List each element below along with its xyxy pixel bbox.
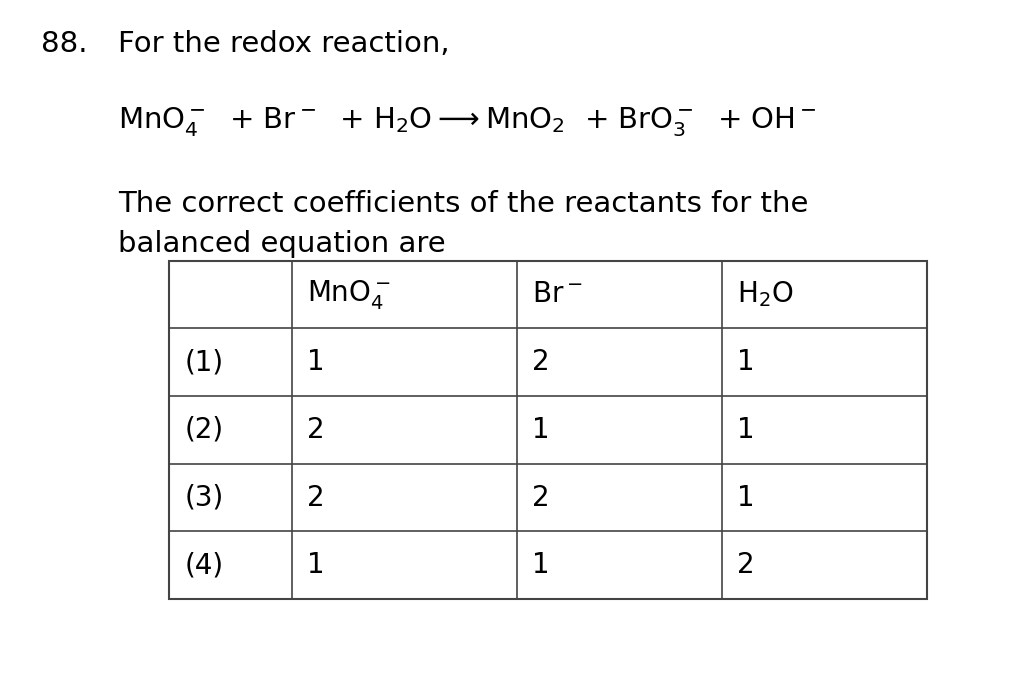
Text: 2: 2 (532, 348, 550, 376)
Text: H$_2$O: H$_2$O (737, 280, 794, 309)
Text: (2): (2) (184, 416, 223, 444)
Text: 1: 1 (307, 348, 325, 376)
Text: 88.: 88. (41, 30, 87, 58)
Text: Br$^-$: Br$^-$ (532, 280, 584, 309)
Text: (1): (1) (184, 348, 223, 376)
Text: For the redox reaction,: For the redox reaction, (118, 30, 450, 58)
Text: (4): (4) (184, 551, 223, 580)
Text: 2: 2 (307, 483, 325, 512)
Text: 1: 1 (737, 416, 755, 444)
Text: (3): (3) (184, 483, 223, 512)
Text: 1: 1 (737, 348, 755, 376)
Text: MnO$_4^-$  + Br$^-$  + H$_2$O$\longrightarrow$MnO$_2$  + BrO$_3^-$  + OH$^-$: MnO$_4^-$ + Br$^-$ + H$_2$O$\longrightar… (118, 105, 816, 138)
Text: 1: 1 (737, 483, 755, 512)
Text: 2: 2 (532, 483, 550, 512)
Text: balanced equation are: balanced equation are (118, 230, 445, 258)
Text: 2: 2 (307, 416, 325, 444)
Text: 2: 2 (737, 551, 755, 580)
Text: The correct coefficients of the reactants for the: The correct coefficients of the reactant… (118, 190, 808, 217)
Text: MnO$_4^-$: MnO$_4^-$ (307, 278, 391, 311)
Bar (169, 261, 927, 599)
Text: 1: 1 (532, 551, 550, 580)
Text: 1: 1 (532, 416, 550, 444)
Text: 1: 1 (307, 551, 325, 580)
